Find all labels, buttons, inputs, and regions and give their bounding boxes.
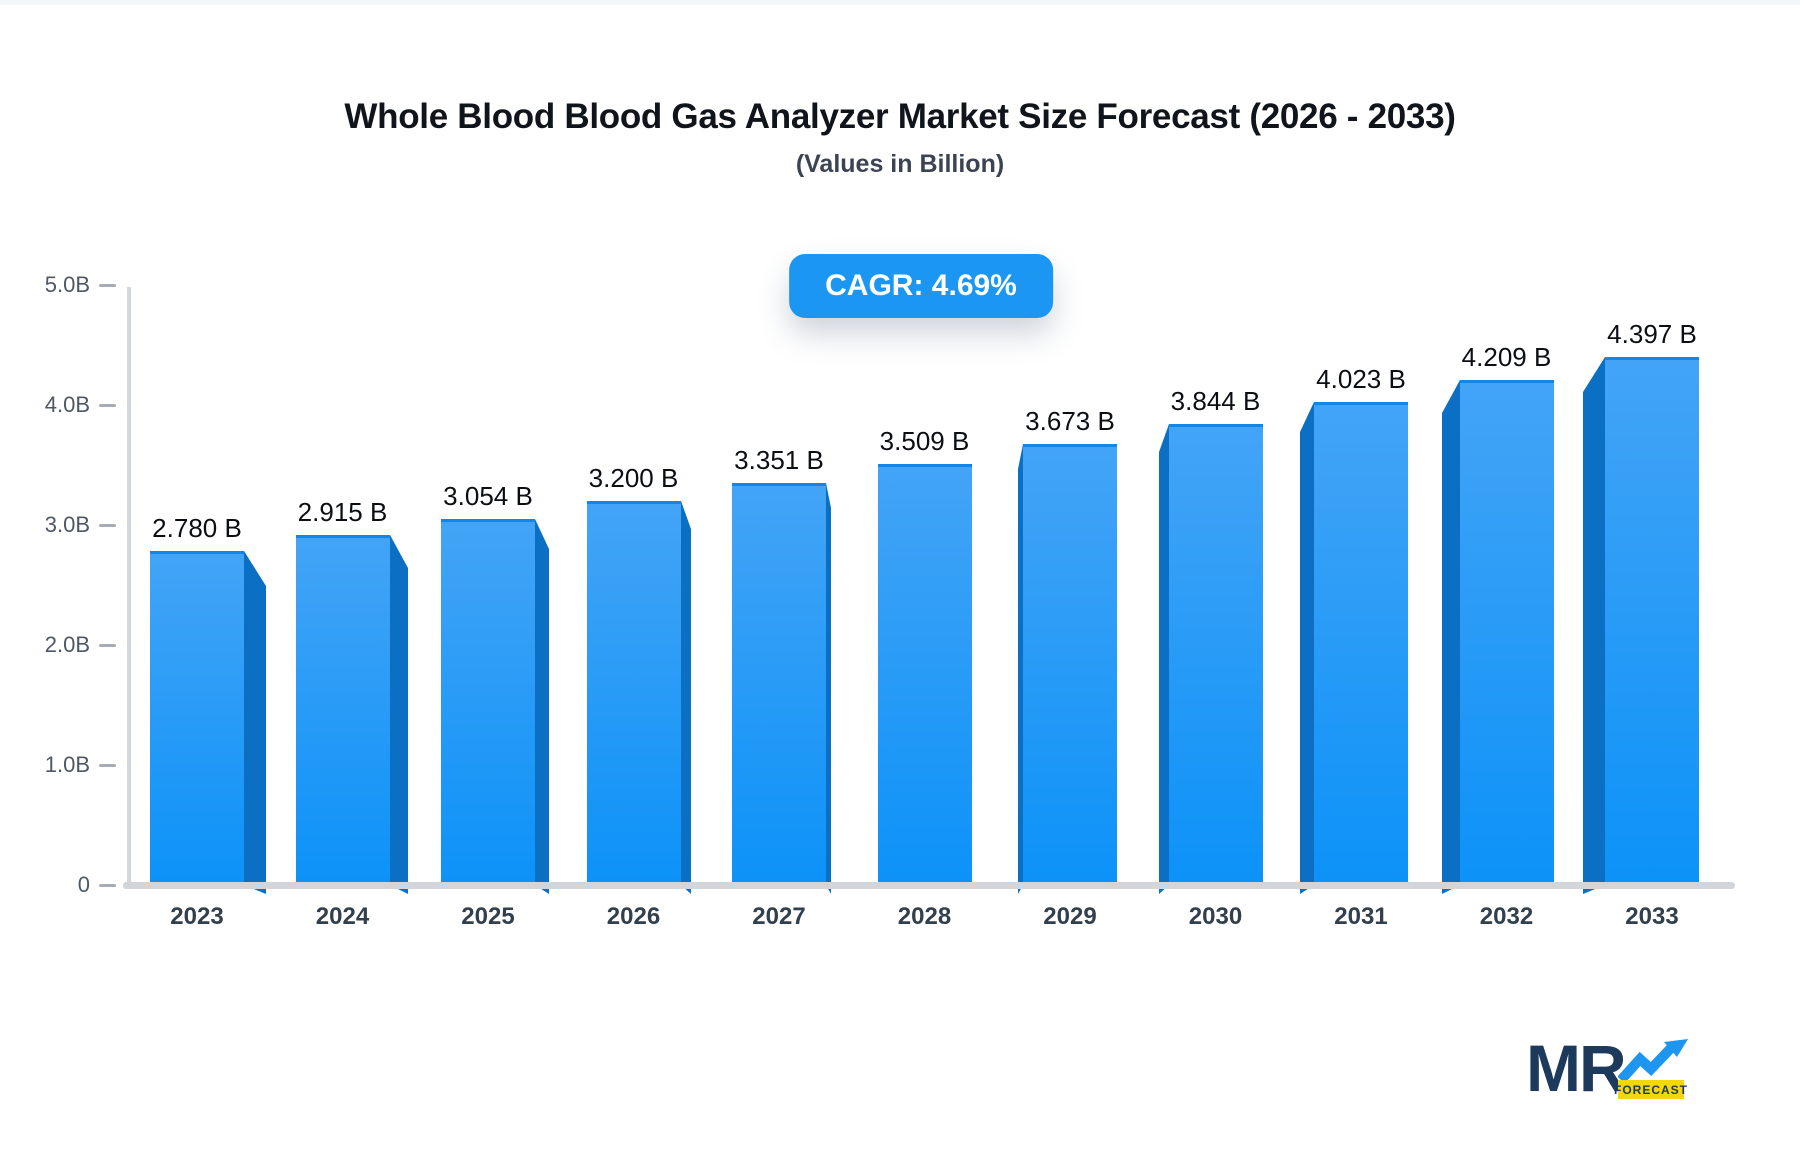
x-axis-label: 2024 xyxy=(315,903,370,930)
bar-side xyxy=(826,483,831,894)
bar-front xyxy=(1169,424,1263,888)
x-axis-line xyxy=(123,882,1735,889)
bar-value-label: 3.509 B xyxy=(879,426,970,456)
bar-side xyxy=(1159,424,1169,894)
bar-value-label: 4.023 B xyxy=(1316,364,1406,394)
y-tick-label: 0 xyxy=(77,872,90,897)
bar-front xyxy=(732,483,826,888)
bar-front xyxy=(878,464,972,888)
bar-front xyxy=(1605,357,1699,888)
bar-side xyxy=(681,501,691,894)
x-axis-label: 2029 xyxy=(1043,903,1097,930)
x-axis-label: 2023 xyxy=(170,903,224,930)
logo-forecast-tag: FORECAST xyxy=(1614,1080,1687,1099)
bar-value-label: 2.915 B xyxy=(297,497,388,527)
y-tick-label: 5.0B xyxy=(44,272,90,297)
bar-side xyxy=(244,551,266,894)
y-tick-dash xyxy=(99,764,116,767)
bar-front xyxy=(587,501,681,888)
y-tick-dash xyxy=(99,884,116,887)
x-axis-label: 2032 xyxy=(1479,903,1534,930)
y-tick-label: 4.0B xyxy=(44,392,90,417)
bar-side xyxy=(1442,380,1460,894)
x-axis-label: 2025 xyxy=(461,903,515,930)
bar-value-label: 4.209 B xyxy=(1461,342,1552,372)
logo: MR FORECAST xyxy=(1526,1031,1716,1116)
cagr-badge: CAGR: 4.69% xyxy=(789,254,1053,318)
bar-front xyxy=(1314,402,1408,888)
bar-side xyxy=(535,519,549,894)
y-tick-dash xyxy=(99,284,116,287)
y-tick-label: 3.0B xyxy=(44,512,90,537)
bar-value-label: 3.673 B xyxy=(1025,406,1115,436)
x-axis-label: 2030 xyxy=(1188,903,1243,930)
y-axis-line xyxy=(127,287,131,885)
y-tick-label: 2.0B xyxy=(44,632,90,657)
bar-value-label: 4.397 B xyxy=(1607,319,1697,349)
y-tick-dash xyxy=(99,644,116,647)
x-axis-label: 2031 xyxy=(1334,903,1388,930)
bar-front xyxy=(1023,444,1117,888)
x-axis-label: 2033 xyxy=(1625,903,1679,930)
bar-side xyxy=(1583,357,1605,894)
bar-front xyxy=(150,551,244,888)
bar-value-label: 3.200 B xyxy=(588,463,679,493)
bar-value-label: 3.844 B xyxy=(1170,386,1261,416)
bar-value-label: 2.780 B xyxy=(152,513,242,543)
y-tick-label: 1.0B xyxy=(44,752,90,777)
bar-side xyxy=(1300,402,1314,894)
page-subtitle: (Values in Billion) xyxy=(795,150,1005,178)
bar-front xyxy=(441,519,535,888)
x-axis-label: 2026 xyxy=(606,903,661,930)
x-axis-label: 2028 xyxy=(897,903,952,930)
page-title: Whole Blood Blood Gas Analyzer Market Si… xyxy=(344,97,1456,136)
y-tick-dash xyxy=(99,404,116,407)
bar-front xyxy=(1460,380,1554,888)
bar-front xyxy=(296,535,390,888)
logo-trend-arrow-icon xyxy=(1618,1039,1688,1084)
bar-value-label: 3.351 B xyxy=(734,445,824,475)
top-strip xyxy=(0,0,1800,5)
bar-side xyxy=(1018,444,1023,894)
bar-side xyxy=(390,535,408,894)
bar-value-label: 3.054 B xyxy=(443,481,533,511)
logo-mr-text: MR xyxy=(1526,1031,1627,1105)
x-axis-label: 2027 xyxy=(752,903,806,930)
y-tick-dash xyxy=(99,524,116,527)
